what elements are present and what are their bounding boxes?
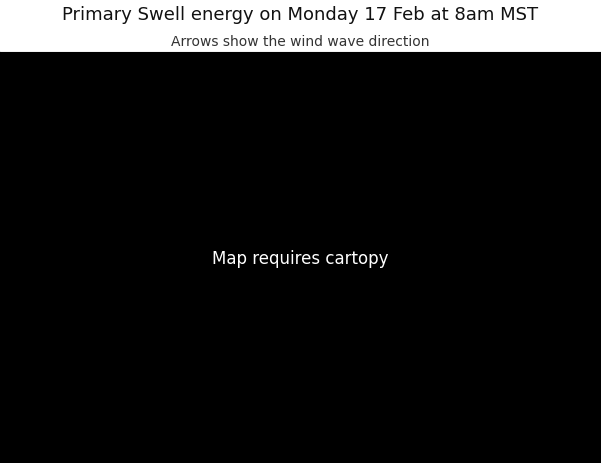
Text: Map requires cartopy: Map requires cartopy [212, 249, 389, 267]
Text: Arrows show the wind wave direction: Arrows show the wind wave direction [171, 35, 430, 49]
Text: Primary Swell energy on Monday 17 Feb at 8am MST: Primary Swell energy on Monday 17 Feb at… [63, 6, 538, 24]
